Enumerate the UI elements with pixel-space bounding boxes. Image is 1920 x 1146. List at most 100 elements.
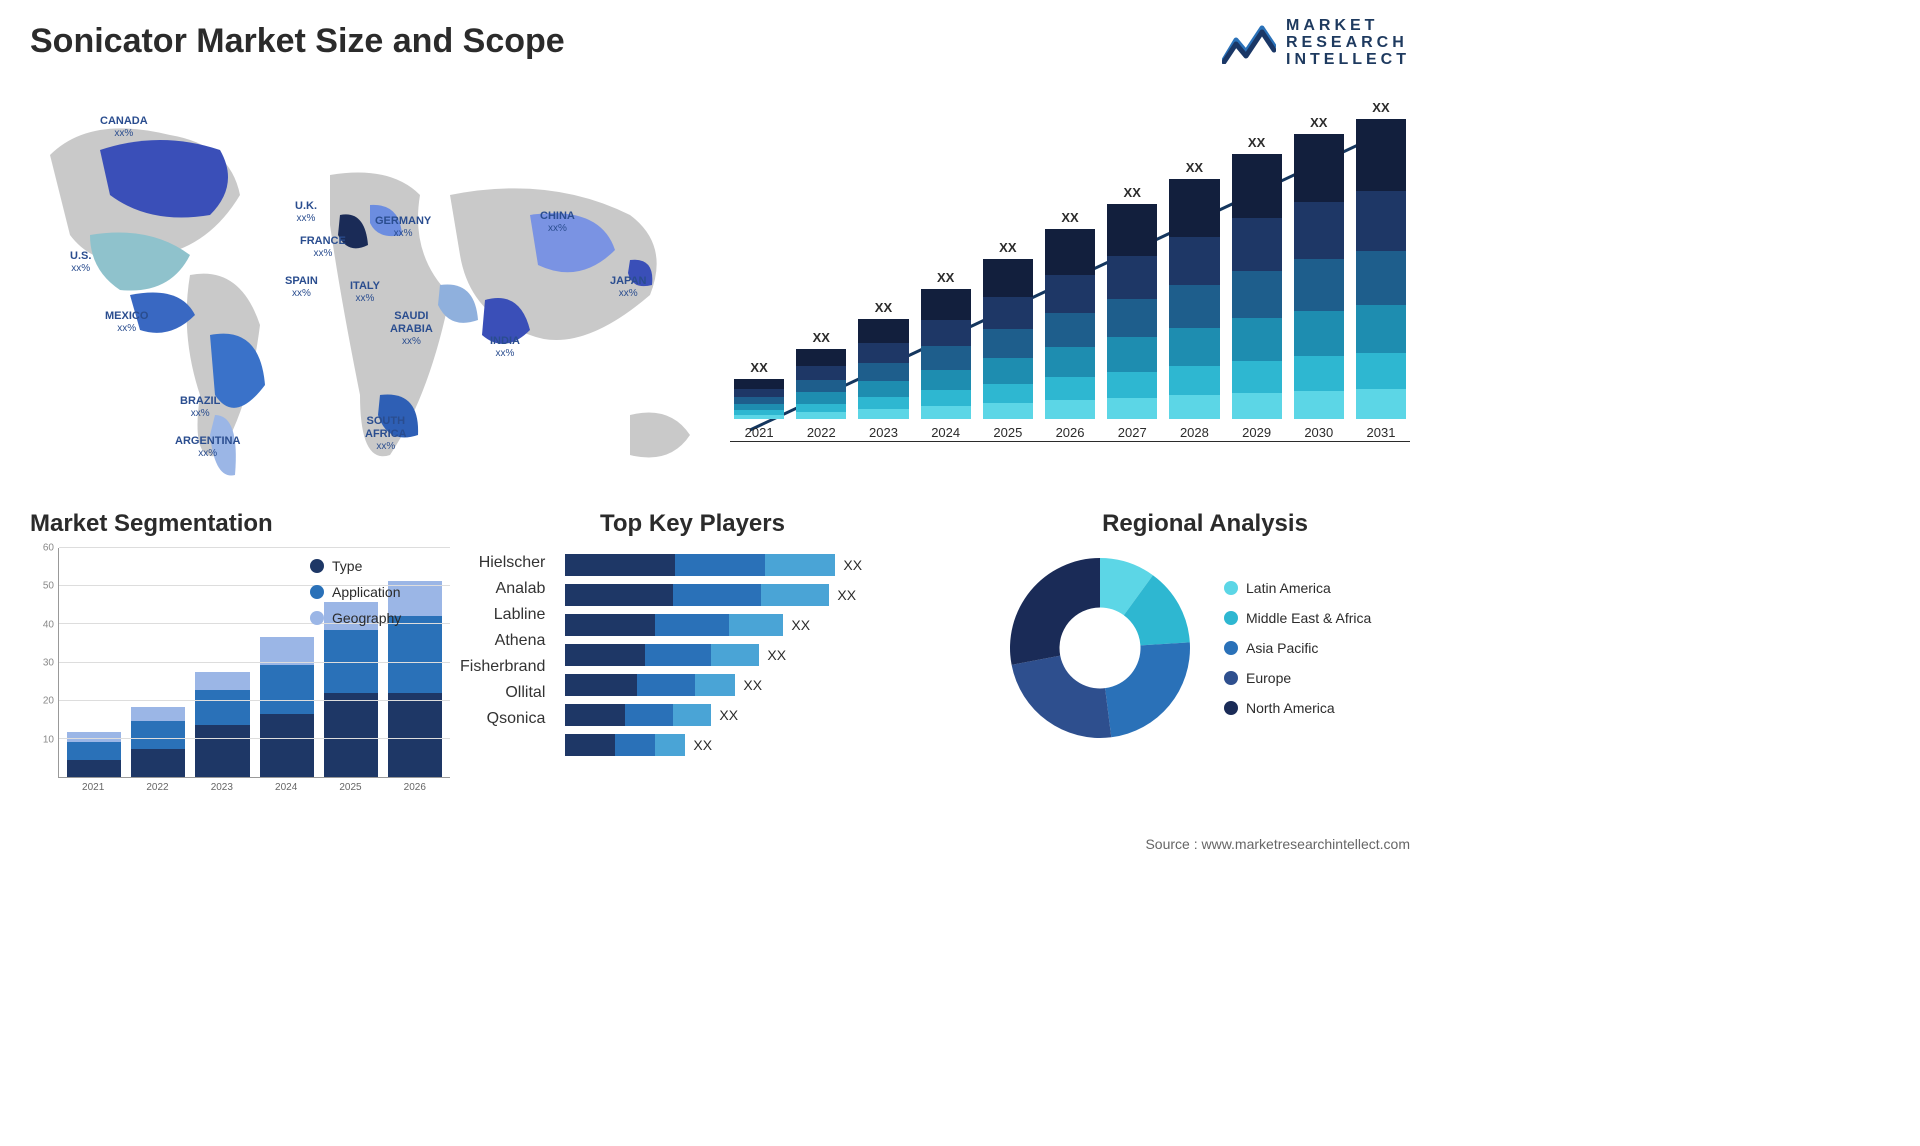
- segmentation-column: [324, 602, 378, 777]
- legend-label: Application: [332, 584, 401, 600]
- source-attribution: Source : www.marketresearchintellect.com: [1145, 836, 1410, 852]
- y-tick-label: 50: [43, 581, 54, 592]
- legend-swatch-icon: [1224, 671, 1238, 685]
- bar-segment: [195, 690, 249, 725]
- bar-segment: [1045, 347, 1095, 377]
- regional-panel: Regional Analysis Latin AmericaMiddle Ea…: [1000, 510, 1410, 748]
- bar-segment: [858, 397, 908, 409]
- bar-segment: [565, 584, 673, 606]
- y-tick-label: 60: [43, 543, 54, 554]
- player-bar-row: XX: [565, 704, 1000, 726]
- bar-segment: [1107, 299, 1157, 338]
- bar-value-label: XX: [1248, 135, 1265, 150]
- bar-segment: [1045, 377, 1095, 400]
- bar-segment: [796, 412, 846, 419]
- bar-segment: [67, 732, 121, 743]
- bar-segment: [565, 614, 655, 636]
- bar-segment: [673, 704, 711, 726]
- bar-segment: [1169, 237, 1219, 285]
- segmentation-column: [131, 707, 185, 777]
- main-chart-column: XX2030: [1294, 115, 1344, 440]
- map-country-label: ITALYxx%: [350, 280, 380, 305]
- donut-slice: [1105, 642, 1190, 737]
- bar-value-label: XX: [1372, 100, 1389, 115]
- map-country-label: CHINAxx%: [540, 210, 575, 235]
- year-label: 2021: [66, 782, 120, 793]
- bar-segment: [1232, 271, 1282, 319]
- legend-swatch-icon: [310, 559, 324, 573]
- bar-segment: [1356, 305, 1406, 353]
- bar-segment: [1356, 119, 1406, 191]
- bar-segment: [673, 584, 761, 606]
- map-country-label: SOUTHAFRICAxx%: [365, 415, 407, 453]
- year-label: 2031: [1367, 425, 1396, 440]
- bar-segment: [796, 404, 846, 412]
- main-chart-column: XX2022: [796, 330, 846, 440]
- bar-segment: [921, 346, 971, 369]
- player-bar-row: XX: [565, 644, 1000, 666]
- player-bar-row: XX: [565, 554, 1000, 576]
- bar-segment: [1169, 366, 1219, 395]
- main-growth-chart: XX2021XX2022XX2023XX2024XX2025XX2026XX20…: [730, 100, 1410, 470]
- legend-label: Europe: [1246, 670, 1291, 686]
- bar-segment: [388, 693, 442, 777]
- map-country-label: MEXICOxx%: [105, 310, 148, 335]
- map-country-label: INDIAxx%: [490, 335, 520, 360]
- year-label: 2028: [1180, 425, 1209, 440]
- bar-segment: [983, 403, 1033, 419]
- year-label: 2025: [323, 782, 377, 793]
- legend-item: Europe: [1224, 670, 1371, 686]
- grid-line: [59, 662, 450, 663]
- player-bar-row: XX: [565, 584, 1000, 606]
- bar-segment: [565, 734, 615, 756]
- bar-segment: [324, 693, 378, 777]
- donut-slice: [1012, 656, 1112, 738]
- map-country-label: ARGENTINAxx%: [175, 435, 240, 460]
- players-panel: Top Key Players HielscherAnalabLablineAt…: [460, 510, 1000, 756]
- main-chart-column: XX2026: [1045, 210, 1095, 440]
- bar-segment: [921, 390, 971, 406]
- legend-label: Middle East & Africa: [1246, 610, 1371, 626]
- main-chart-column: XX2024: [921, 270, 971, 440]
- map-country-label: SAUDIARABIAxx%: [390, 310, 433, 348]
- bar-segment: [1107, 204, 1157, 256]
- year-label: 2022: [807, 425, 836, 440]
- legend-swatch-icon: [1224, 581, 1238, 595]
- main-chart-column: XX2023: [858, 300, 908, 440]
- bar-segment: [1356, 353, 1406, 389]
- bar-segment: [1045, 313, 1095, 347]
- bar-segment: [765, 554, 835, 576]
- logo-text-2: RESEARCH: [1286, 35, 1410, 52]
- year-label: 2026: [1056, 425, 1085, 440]
- bar-segment: [734, 379, 784, 389]
- bar-segment: [796, 366, 846, 380]
- segmentation-title: Market Segmentation: [30, 510, 450, 538]
- bar-segment: [131, 707, 185, 721]
- y-tick-label: 40: [43, 619, 54, 630]
- map-country-label: SPAINxx%: [285, 275, 318, 300]
- bar-segment: [195, 725, 249, 778]
- bar-segment: [695, 674, 735, 696]
- bar-segment: [565, 674, 637, 696]
- bar-value-label: XX: [999, 240, 1016, 255]
- map-country-label: U.S.xx%: [70, 250, 91, 275]
- player-bar-row: XX: [565, 734, 1000, 756]
- bar-segment: [1107, 256, 1157, 299]
- legend-item: Middle East & Africa: [1224, 610, 1371, 626]
- legend-swatch-icon: [1224, 641, 1238, 655]
- bar-segment: [655, 614, 729, 636]
- page-title: Sonicator Market Size and Scope: [30, 22, 565, 61]
- bar-segment: [260, 665, 314, 714]
- main-chart-column: XX2027: [1107, 185, 1157, 440]
- bar-value-label: XX: [1186, 160, 1203, 175]
- bar-segment: [734, 389, 784, 397]
- bar-segment: [921, 370, 971, 391]
- bar-segment: [921, 320, 971, 346]
- bar-segment: [645, 644, 711, 666]
- x-axis-line: [730, 441, 1410, 443]
- legend-label: Asia Pacific: [1246, 640, 1318, 656]
- bar-segment: [1045, 400, 1095, 419]
- bar-segment: [858, 343, 908, 363]
- year-label: 2023: [869, 425, 898, 440]
- bar-value-label: XX: [750, 360, 767, 375]
